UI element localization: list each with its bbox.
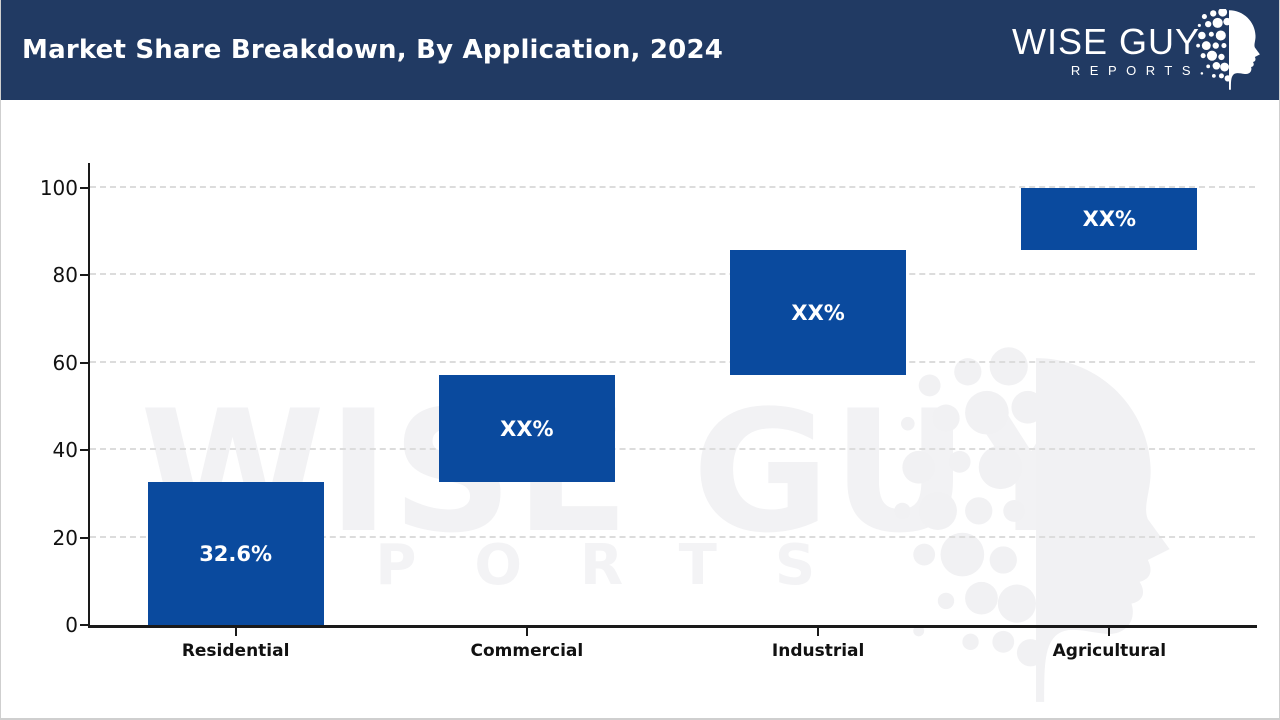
header-bar: Market Share Breakdown, By Application, … xyxy=(0,0,1280,100)
gridline-60 xyxy=(90,360,1255,363)
gridline-80 xyxy=(90,273,1255,275)
bar-commercial: XX% xyxy=(438,375,615,483)
y-tick-label-80: 80 xyxy=(52,263,78,287)
x-tick-label-residential: Residential xyxy=(181,641,290,661)
bar-value-label-commercial: XX% xyxy=(500,416,554,441)
gridline-40 xyxy=(90,448,1255,450)
bar-value-label-agricultural: XX% xyxy=(1082,206,1137,231)
y-tick-mark-20 xyxy=(80,536,88,539)
bar-industrial: XX% xyxy=(730,250,907,376)
x-axis-spine xyxy=(88,625,1257,628)
x-tick-label-commercial: Commercial xyxy=(470,641,584,661)
x-tick-label-agricultural: Agricultural xyxy=(1052,641,1167,661)
gridline-100 xyxy=(90,185,1255,188)
bar-value-label-industrial: XX% xyxy=(791,300,845,325)
brand-logo: WISE GUY REPORTS xyxy=(1012,9,1266,91)
logo-wordmark-line1: WISE GUY xyxy=(1011,20,1200,62)
y-tick-mark-60 xyxy=(80,361,88,364)
logo-wordmark-line2: REPORTS xyxy=(1070,62,1200,78)
y-tick-mark-40 xyxy=(80,449,88,451)
bar-residential: 32.6% xyxy=(147,482,324,625)
x-tick-mark-industrial xyxy=(817,628,820,636)
page-title: Market Share Breakdown, By Application, … xyxy=(22,35,724,65)
y-tick-mark-80 xyxy=(80,274,88,276)
y-tick-label-40: 40 xyxy=(52,438,78,462)
bar-value-label-residential: 32.6% xyxy=(199,541,273,566)
logo-wordmark: WISE GUY REPORTS xyxy=(1011,20,1200,78)
bar-agricultural: XX% xyxy=(1021,187,1198,251)
y-axis-spine xyxy=(88,163,90,627)
gridline-20 xyxy=(90,535,1255,538)
x-tick-label-industrial: Industrial xyxy=(771,641,865,661)
y-tick-mark-0 xyxy=(80,624,88,626)
y-tick-label-0: 0 xyxy=(65,613,78,637)
y-tick-label-20: 20 xyxy=(52,525,78,550)
x-tick-mark-commercial xyxy=(525,628,528,636)
head-profile-icon xyxy=(1196,9,1260,90)
x-tick-mark-residential xyxy=(234,628,237,636)
y-tick-label-60: 60 xyxy=(52,350,78,375)
x-tick-mark-agricultural xyxy=(1108,628,1111,636)
plot-area: 32.6% XX% XX% XX% xyxy=(90,163,1255,625)
y-tick-label-100: 100 xyxy=(39,175,78,200)
y-tick-mark-100 xyxy=(80,186,88,189)
chart-canvas: WISE GUY REPORTS 32.6% XX% XX% XX% xyxy=(0,100,1280,720)
